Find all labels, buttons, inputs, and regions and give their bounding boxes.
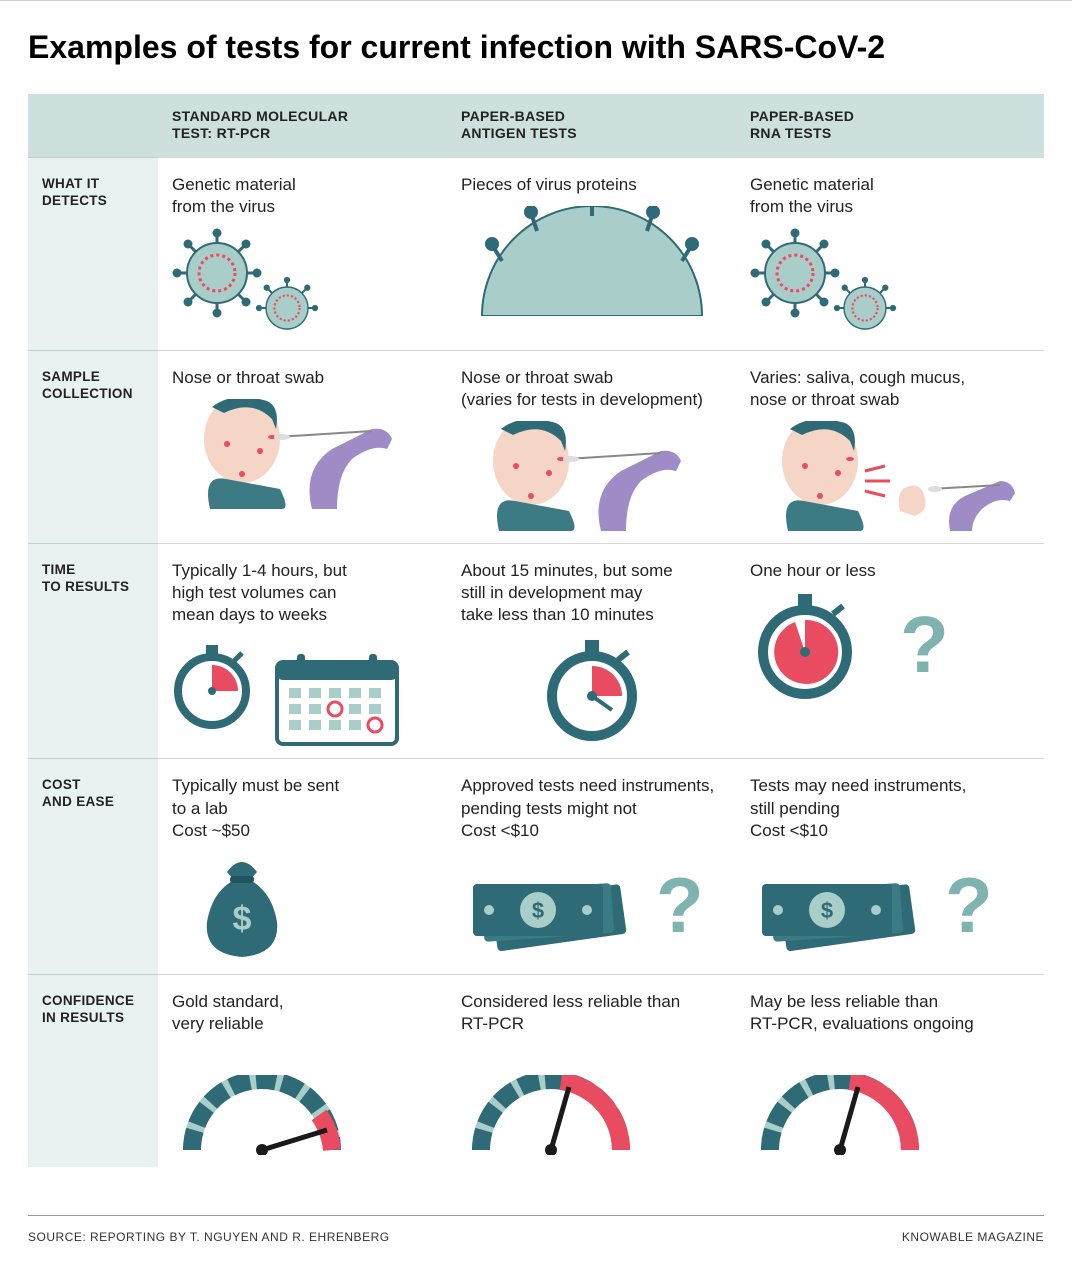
cell-detects-0: Genetic materialfrom the virus bbox=[158, 157, 447, 350]
virus-pair-icon bbox=[750, 228, 1030, 338]
row-label-cost: COSTAND EASE bbox=[28, 758, 158, 973]
money-bag-icon: $ bbox=[172, 852, 433, 962]
cell-text: Genetic materialfrom the virus bbox=[172, 174, 433, 218]
cell-text: Nose or throat swab(varies for tests in … bbox=[461, 367, 722, 411]
cell-text: Tests may need instruments,still pending… bbox=[750, 775, 1030, 841]
cell-text: Nose or throat swab bbox=[172, 367, 433, 389]
swab-icon bbox=[172, 399, 433, 509]
svg-text:?: ? bbox=[945, 861, 993, 949]
cell-time-2: One hour or less ? bbox=[736, 543, 1044, 758]
cell-cost-2: Tests may need instruments,still pending… bbox=[736, 758, 1044, 973]
gauge-mid-icon bbox=[750, 1045, 1030, 1155]
swab-icon bbox=[461, 421, 722, 531]
row-label-time: TIMETO RESULTS bbox=[28, 543, 158, 758]
cell-text: Gold standard,very reliable bbox=[172, 991, 433, 1035]
svg-text:?: ? bbox=[656, 861, 704, 949]
cough-icon bbox=[750, 421, 1030, 531]
footer: SOURCE: REPORTING BY T. NGUYEN AND R. EH… bbox=[28, 1215, 1044, 1272]
bills-question-icon: $ ? bbox=[461, 852, 722, 962]
source-text: SOURCE: REPORTING BY T. NGUYEN AND R. EH… bbox=[28, 1230, 390, 1244]
virus-pair-icon bbox=[172, 228, 433, 338]
header-corner bbox=[28, 94, 158, 157]
cell-conf-2: May be less reliable thanRT-PCR, evaluat… bbox=[736, 974, 1044, 1167]
cell-text: About 15 minutes, but somestill in devel… bbox=[461, 560, 722, 626]
svg-text:$: $ bbox=[532, 898, 544, 923]
cell-text: Approved tests need instruments,pending … bbox=[461, 775, 722, 841]
timer-calendar-icon bbox=[172, 636, 433, 746]
svg-text:?: ? bbox=[900, 600, 949, 689]
gauge-mid-icon bbox=[461, 1045, 722, 1155]
cell-detects-1: Pieces of virus proteins bbox=[447, 157, 736, 350]
row-label-sample: SAMPLECOLLECTION bbox=[28, 350, 158, 543]
row-label-detects: WHAT ITDETECTS bbox=[28, 157, 158, 350]
cell-text: May be less reliable thanRT-PCR, evaluat… bbox=[750, 991, 1030, 1035]
virus-half-icon bbox=[461, 206, 722, 316]
cell-sample-0: Nose or throat swab bbox=[158, 350, 447, 543]
svg-text:$: $ bbox=[233, 900, 252, 938]
cell-conf-1: Considered less reliable thanRT-PCR bbox=[447, 974, 736, 1167]
cell-sample-2: Varies: saliva, cough mucus,nose or thro… bbox=[736, 350, 1044, 543]
col-header-2: PAPER-BASEDRNA TESTS bbox=[736, 94, 1044, 157]
infographic-page: Examples of tests for current infection … bbox=[0, 0, 1072, 1187]
col-header-1: PAPER-BASEDANTIGEN TESTS bbox=[447, 94, 736, 157]
cell-sample-1: Nose or throat swab(varies for tests in … bbox=[447, 350, 736, 543]
cell-conf-0: Gold standard,very reliable bbox=[158, 974, 447, 1167]
row-label-confidence: CONFIDENCEIN RESULTS bbox=[28, 974, 158, 1167]
timer-question-icon: ? bbox=[750, 592, 1030, 702]
bills-question-icon: $ ? bbox=[750, 852, 1030, 962]
cell-text: Considered less reliable thanRT-PCR bbox=[461, 991, 722, 1035]
cell-text: Genetic materialfrom the virus bbox=[750, 174, 1030, 218]
cell-time-1: About 15 minutes, but somestill in devel… bbox=[447, 543, 736, 758]
col-header-0: STANDARD MOLECULARTEST: RT-PCR bbox=[158, 94, 447, 157]
cell-text: One hour or less bbox=[750, 560, 1030, 582]
timer-icon bbox=[461, 636, 722, 746]
cell-cost-0: Typically must be sentto a labCost ~$50 … bbox=[158, 758, 447, 973]
svg-text:$: $ bbox=[821, 898, 833, 923]
cell-text: Varies: saliva, cough mucus,nose or thro… bbox=[750, 367, 1030, 411]
brand-text: KNOWABLE MAGAZINE bbox=[902, 1230, 1044, 1244]
cell-text: Pieces of virus proteins bbox=[461, 174, 722, 196]
comparison-table: STANDARD MOLECULARTEST: RT-PCR PAPER-BAS… bbox=[28, 94, 1044, 1167]
cell-cost-1: Approved tests need instruments,pending … bbox=[447, 758, 736, 973]
page-title: Examples of tests for current infection … bbox=[28, 29, 1044, 66]
cell-time-0: Typically 1-4 hours, buthigh test volume… bbox=[158, 543, 447, 758]
cell-text: Typically must be sentto a labCost ~$50 bbox=[172, 775, 433, 841]
gauge-high-icon bbox=[172, 1045, 433, 1155]
cell-detects-2: Genetic materialfrom the virus bbox=[736, 157, 1044, 350]
cell-text: Typically 1-4 hours, buthigh test volume… bbox=[172, 560, 433, 626]
